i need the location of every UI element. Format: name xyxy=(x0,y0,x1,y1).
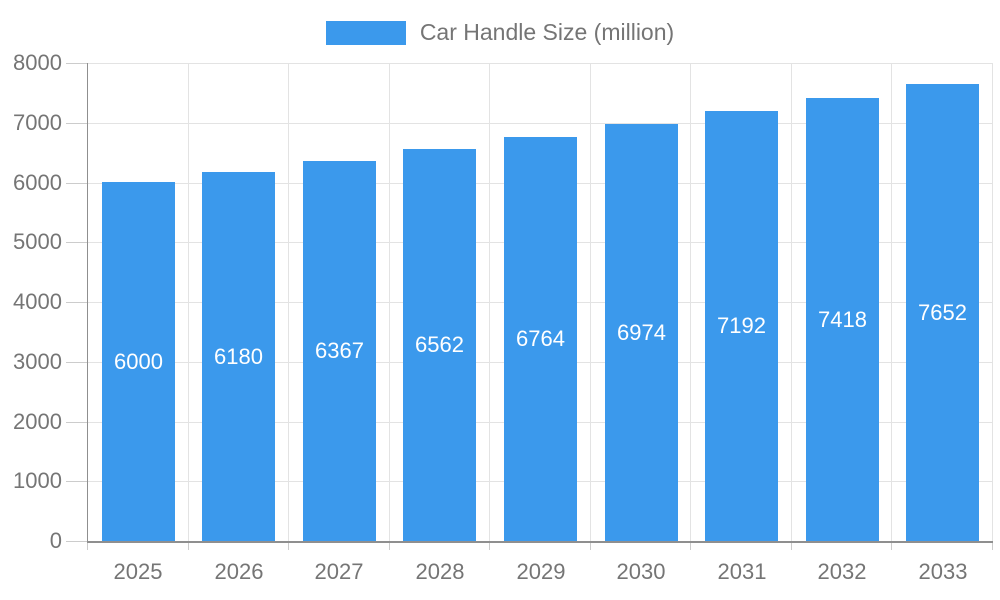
x-axis-category-label: 2028 xyxy=(415,559,465,584)
vertical-gridline xyxy=(188,63,189,541)
legend-label: Car Handle Size (million) xyxy=(419,19,675,45)
y-axis-tick xyxy=(66,422,87,423)
bar-value-label: 6000 xyxy=(114,348,163,374)
x-axis-tick xyxy=(992,543,993,550)
x-axis-tick xyxy=(288,543,289,550)
x-axis-category-label: 2030 xyxy=(616,559,666,584)
y-axis-tick xyxy=(66,242,87,243)
x-axis-category-label: 2026 xyxy=(214,559,264,584)
bar: 7652 xyxy=(906,84,979,541)
x-axis-tick xyxy=(389,543,390,550)
y-axis-tick xyxy=(66,123,87,124)
x-axis-tick xyxy=(590,543,591,550)
bar-value-label: 7418 xyxy=(818,306,867,332)
y-axis-tick-label: 2000 xyxy=(13,409,62,434)
x-axis-tick xyxy=(489,543,490,550)
legend-swatch xyxy=(325,20,406,45)
vertical-gridline xyxy=(891,63,892,541)
vertical-gridline xyxy=(791,63,792,541)
vertical-gridline xyxy=(288,63,289,541)
bar: 6562 xyxy=(403,149,476,541)
vertical-gridline xyxy=(690,63,691,541)
y-axis-tick-label: 3000 xyxy=(13,349,62,374)
y-axis-tick-label: 8000 xyxy=(13,50,62,75)
y-axis-tick-label: 6000 xyxy=(13,170,62,195)
y-axis-tick-label: 7000 xyxy=(13,110,62,135)
bar-value-label: 6180 xyxy=(214,343,263,369)
bar-value-label: 7192 xyxy=(717,313,766,338)
bar: 6180 xyxy=(202,172,275,541)
x-axis-category-label: 2031 xyxy=(717,559,767,584)
horizontal-gridline xyxy=(88,63,993,64)
y-axis-tick xyxy=(66,183,87,184)
horizontal-gridline xyxy=(88,123,993,124)
bar-value-label: 6764 xyxy=(516,326,565,351)
bar: 6764 xyxy=(504,137,577,541)
y-axis-tick-label: 4000 xyxy=(13,289,62,314)
y-axis-tick-label: 1000 xyxy=(13,468,62,493)
y-axis-tick xyxy=(66,302,87,303)
x-axis-tick xyxy=(188,543,189,550)
vertical-gridline xyxy=(992,63,993,541)
y-axis-tick-label: 0 xyxy=(49,528,62,553)
x-axis-tick xyxy=(891,543,892,550)
bar: 6367 xyxy=(303,161,376,541)
y-axis-tick-label: 5000 xyxy=(13,229,62,254)
y-axis-tick xyxy=(66,541,87,542)
x-axis-tick xyxy=(791,543,792,550)
bar: 7192 xyxy=(705,111,778,541)
bar-value-label: 6367 xyxy=(315,338,364,363)
bar: 6974 xyxy=(605,124,678,541)
x-axis-category-label: 2032 xyxy=(817,559,867,584)
plot-area: 6000 6180 6367 6562 6764 6974 7192 7418 7652 xyxy=(87,63,993,543)
y-axis-tick xyxy=(66,481,87,482)
bar: 7418 xyxy=(806,98,879,541)
bar-value-label: 7652 xyxy=(918,299,967,325)
bar: 6000 xyxy=(102,182,175,541)
vertical-gridline xyxy=(590,63,591,541)
vertical-gridline xyxy=(389,63,390,541)
x-axis-category-label: 2025 xyxy=(113,559,163,584)
x-axis-category-label: 2027 xyxy=(314,559,364,584)
vertical-gridline xyxy=(489,63,490,541)
x-axis-tick xyxy=(690,543,691,550)
x-axis-category-label: 2029 xyxy=(516,559,566,584)
y-axis-tick xyxy=(66,63,87,64)
legend-item[interactable]: Car Handle Size (million) xyxy=(0,19,1000,46)
x-axis-category-label: 2033 xyxy=(918,559,968,584)
x-axis-tick xyxy=(87,543,88,550)
bar-value-label: 6974 xyxy=(617,319,666,345)
y-axis-tick xyxy=(66,362,87,363)
bar-value-label: 6562 xyxy=(415,332,464,357)
